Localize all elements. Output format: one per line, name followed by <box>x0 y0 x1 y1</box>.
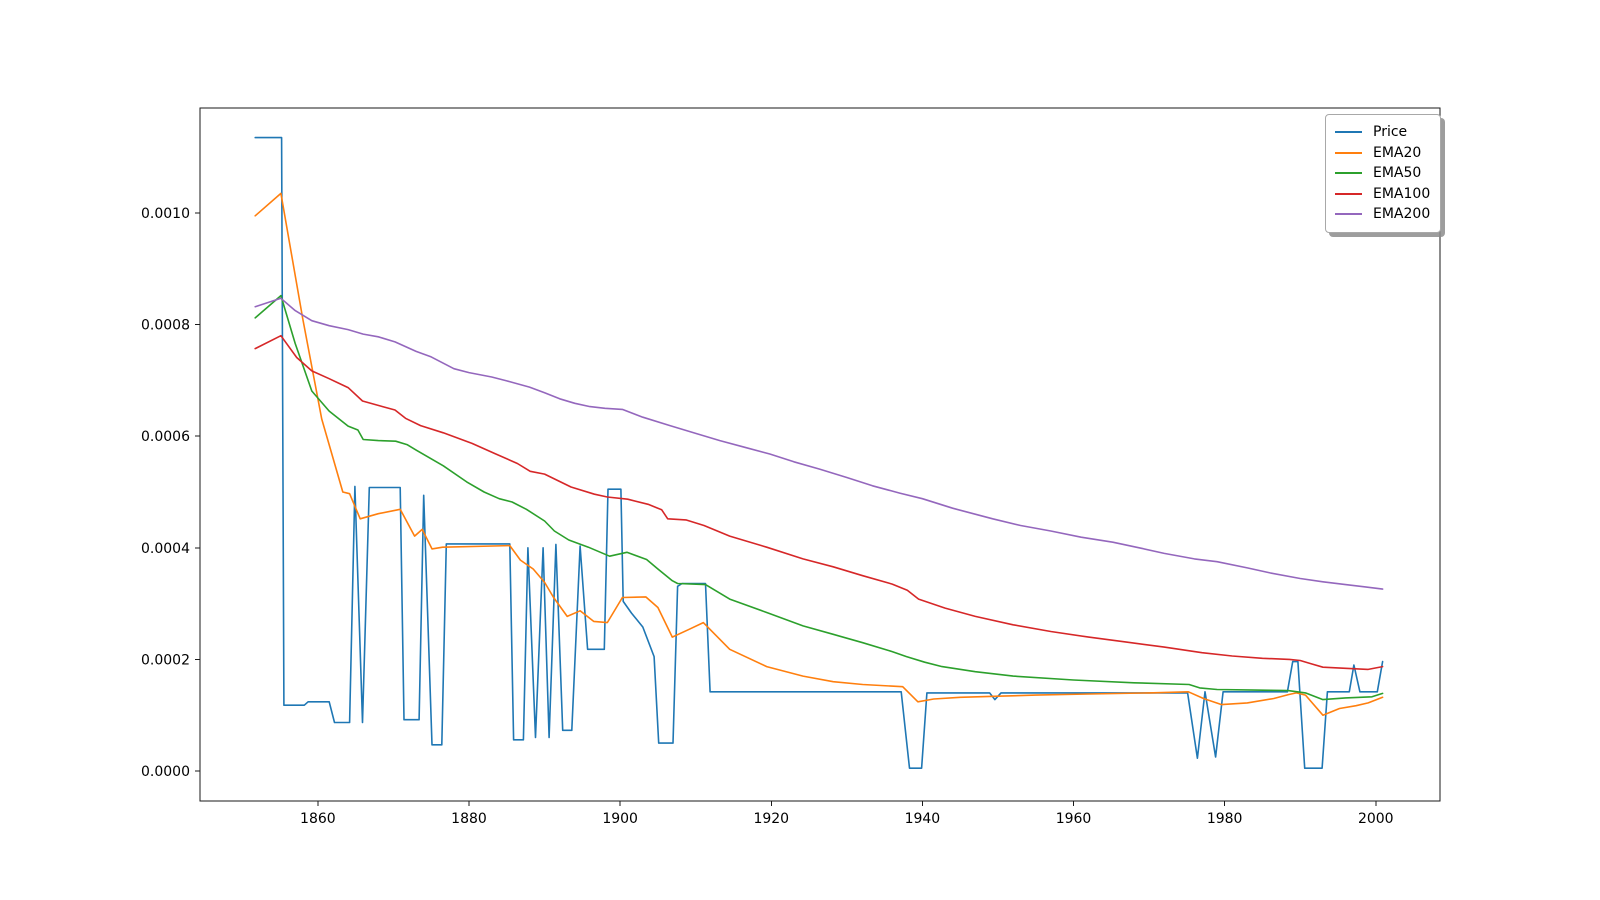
legend-label: EMA20 <box>1373 144 1422 161</box>
line-price <box>254 136 1384 770</box>
legend-line-icon <box>1335 151 1362 154</box>
legend-label: EMA50 <box>1373 165 1422 182</box>
line-ema20 <box>254 192 1384 717</box>
legend-entry-ema50: EMA50 <box>1335 163 1430 184</box>
plot-frame <box>199 107 1441 802</box>
x-tick-label: 2000 <box>1358 811 1394 827</box>
legend-label: EMA200 <box>1373 206 1431 223</box>
legend-line-icon <box>1335 172 1362 175</box>
legend-label: Price <box>1373 124 1408 141</box>
x-tick-label: 1920 <box>753 811 789 827</box>
legend-entry-ema20: EMA20 <box>1335 143 1430 164</box>
x-tick-label: 1980 <box>1207 811 1243 827</box>
x-tick-label: 1860 <box>300 811 336 827</box>
legend-line-icon <box>1335 131 1362 134</box>
x-tick-label: 1940 <box>905 811 941 827</box>
legend-label: EMA100 <box>1373 185 1431 202</box>
y-tick-label: 0.0006 <box>141 429 190 445</box>
y-tick-label: 0.0004 <box>141 541 190 557</box>
legend-line-icon <box>1335 192 1362 195</box>
legend-entry-price: Price <box>1335 122 1430 143</box>
y-tick-label: 0.0000 <box>141 764 190 780</box>
legend-line-icon <box>1335 213 1362 216</box>
line-ema200 <box>254 297 1384 590</box>
y-tick-label: 0.0010 <box>141 206 190 222</box>
series-lines <box>254 136 1384 770</box>
plot-border <box>199 107 1441 802</box>
x-tick-label: 1960 <box>1056 811 1092 827</box>
y-tick-label: 0.0002 <box>141 652 190 668</box>
x-axis: 1860 1880 1900 1920 1940 1960 1980 2000 <box>300 801 1394 827</box>
y-axis: 0.0000 0.0002 0.0004 0.0006 0.0008 0.0010 <box>141 206 200 780</box>
x-tick-label: 1900 <box>602 811 638 827</box>
x-tick-label: 1880 <box>451 811 487 827</box>
line-ema100 <box>254 334 1384 671</box>
legend-entry-ema200: EMA200 <box>1335 204 1430 225</box>
line-ema50 <box>254 294 1384 701</box>
legend-entry-ema100: EMA100 <box>1335 184 1430 205</box>
y-tick-label: 0.0008 <box>141 318 190 334</box>
legend: Price EMA20 EMA50 EMA100 EMA200 <box>1325 114 1442 233</box>
